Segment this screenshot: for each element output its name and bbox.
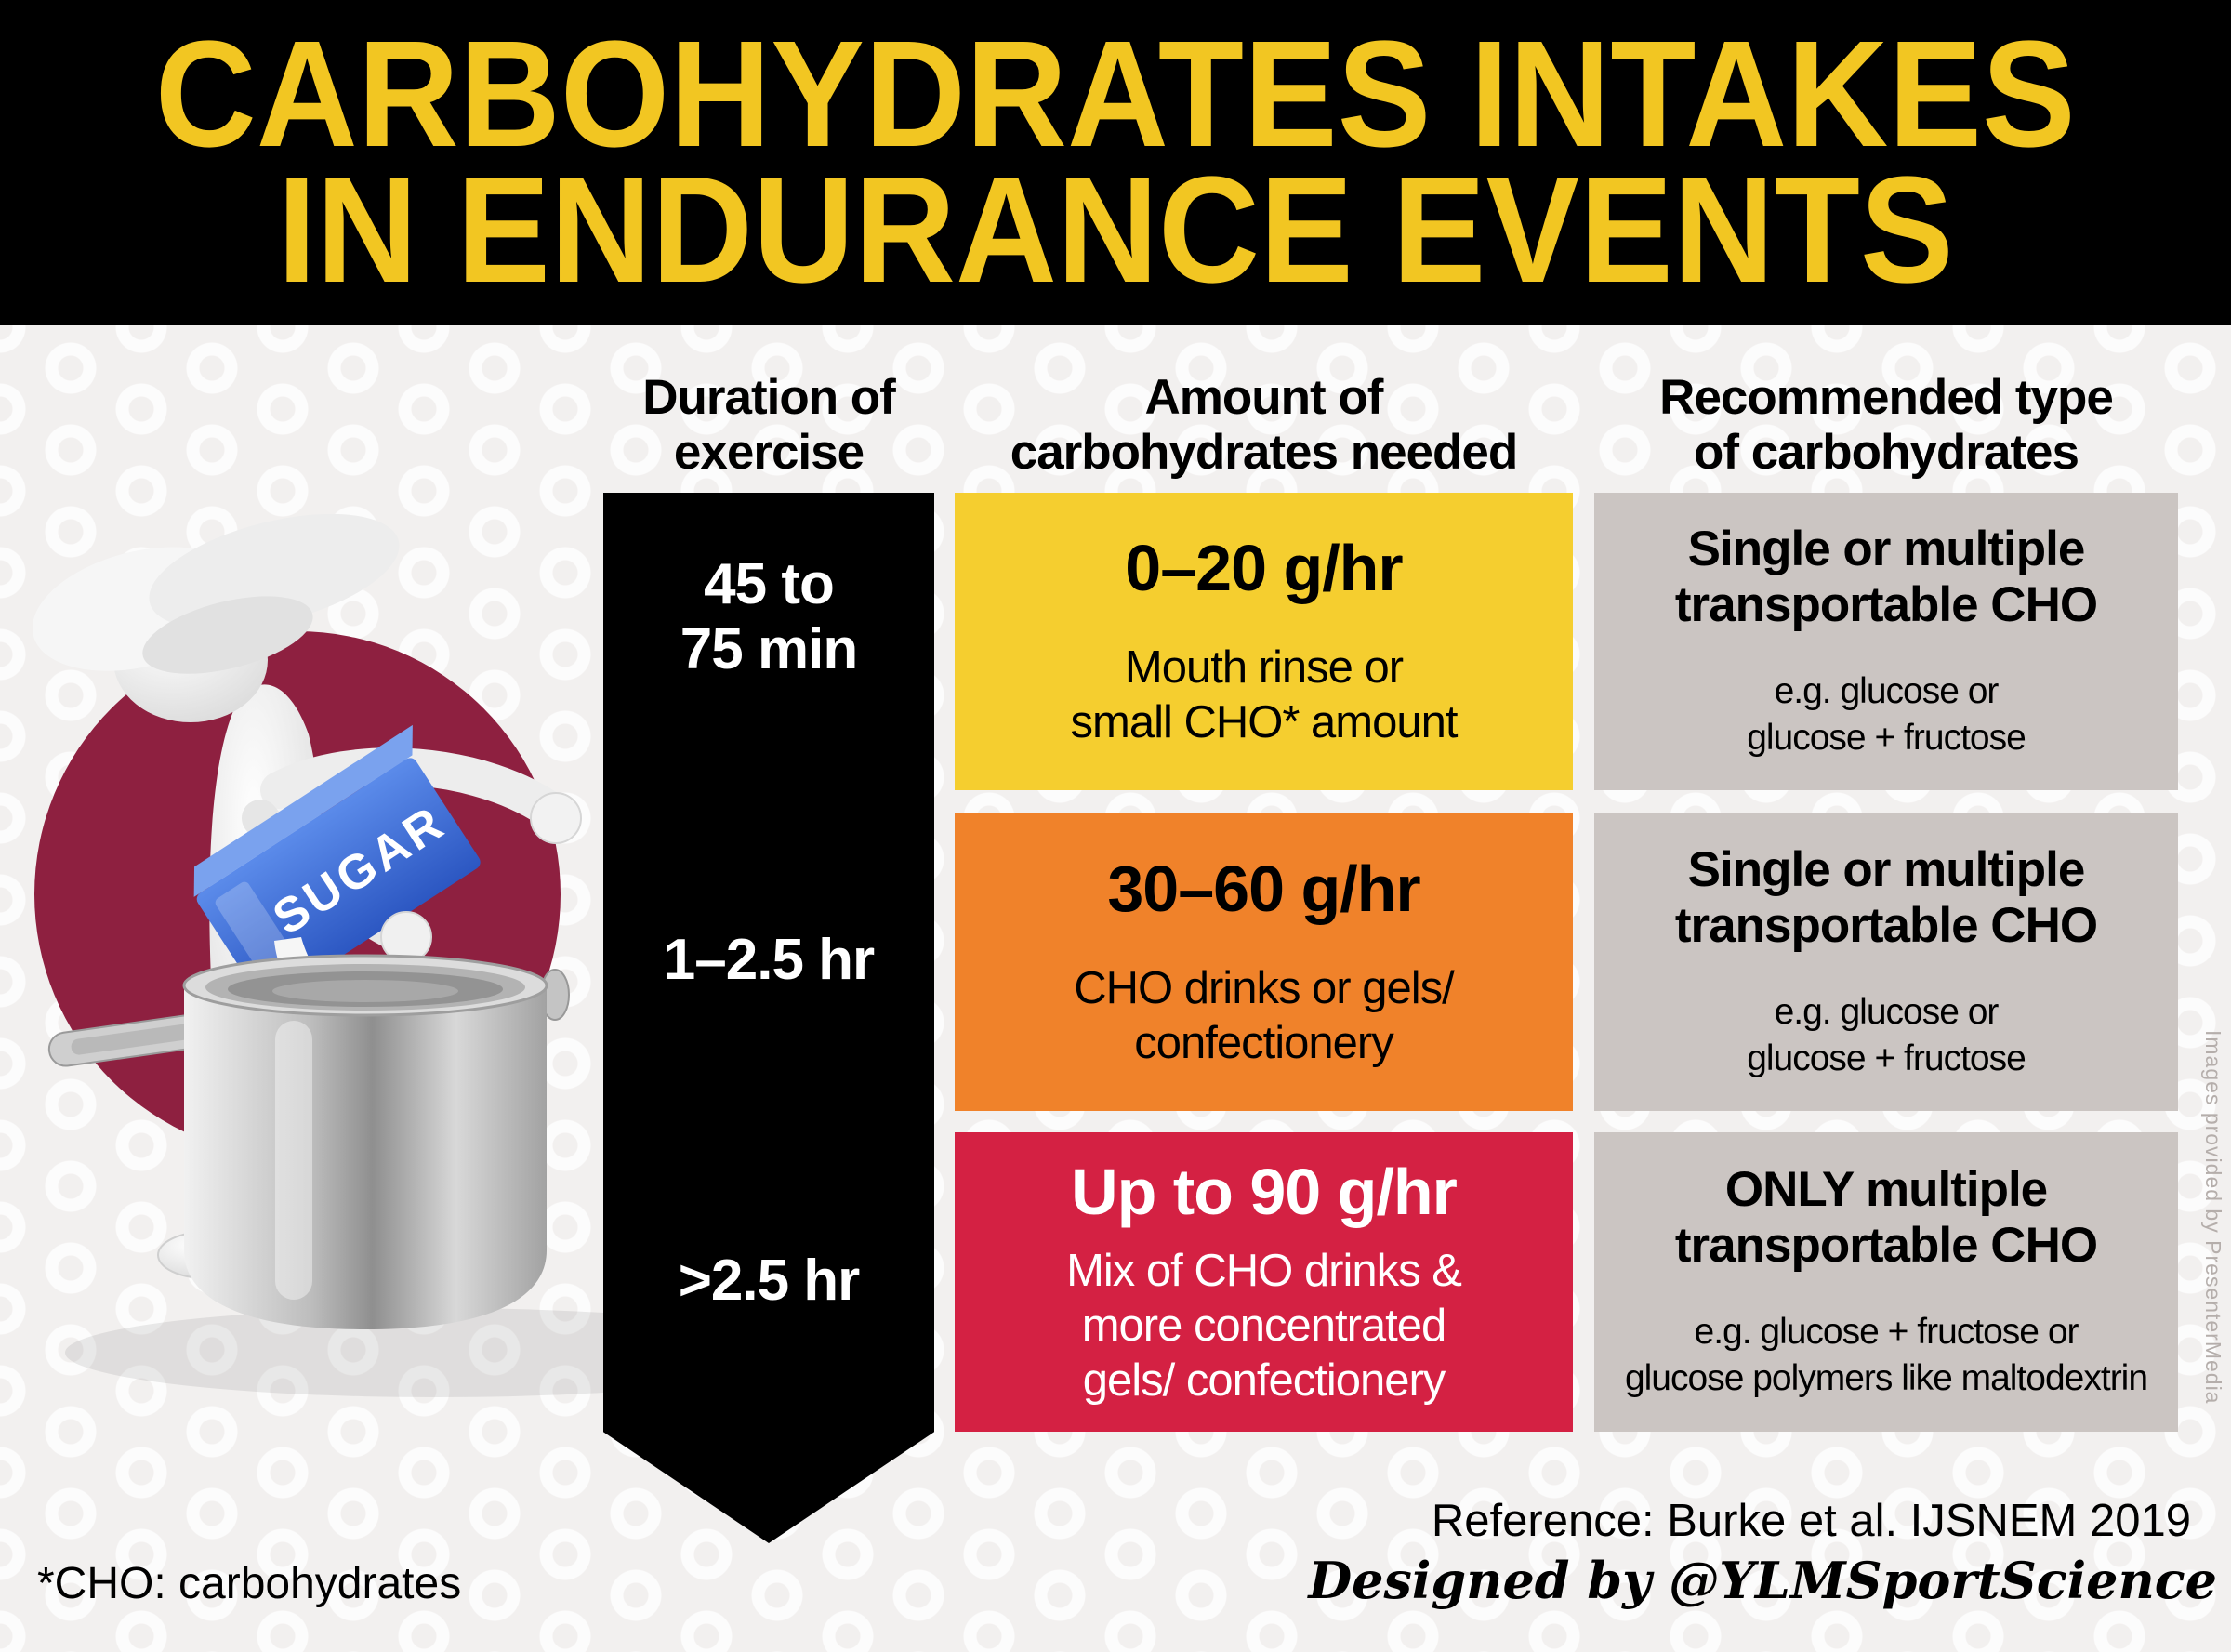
- sugar-box: SUGAR: [193, 724, 481, 1024]
- duration-row2: 1–2.5 hr: [663, 928, 875, 992]
- type-headline: ONLY multiple transportable CHO: [1674, 1162, 2098, 1273]
- page-title-line1: CARBOHYDRATES INTAKES: [155, 9, 2076, 179]
- designer-credit: Designed by @YLMSportScience: [1308, 1551, 2217, 1610]
- chef-hat: [32, 513, 400, 674]
- amount-headline: Up to 90 g/hr: [1071, 1155, 1458, 1228]
- type-detail: e.g. glucose or glucose + fructose: [1747, 992, 2026, 1078]
- amount-cell-row2: 30–60 g/hr CHO drinks or gels/ confectio…: [955, 813, 1573, 1111]
- column-header-type: Recommended type of carbohydrates: [1659, 370, 2114, 480]
- title-bar: CARBOHYDRATES INTAKES IN ENDURANCE EVENT…: [0, 0, 2231, 325]
- duration-row1: 45 to 75 min: [680, 552, 858, 681]
- type-cell-row1: Single or multiple transportable CHO e.g…: [1594, 493, 2178, 790]
- amount-cell-row3: Up to 90 g/hr Mix of CHO drinks & more c…: [955, 1132, 1573, 1432]
- type-detail: e.g. glucose + fructose or glucose polym…: [1624, 1312, 2148, 1398]
- right-hand: [530, 792, 582, 844]
- chef-illustration: SUGAR: [32, 513, 651, 1397]
- type-headline: Single or multiple transportable CHO: [1674, 842, 2098, 953]
- duration-row3: >2.5 hr: [678, 1249, 861, 1313]
- reference-text: Reference: Burke et al. IJSNEM 2019: [1431, 1496, 2191, 1546]
- type-headline: Single or multiple transportable CHO: [1674, 522, 2098, 632]
- cho-footnote: *CHO: carbohydrates: [37, 1559, 462, 1608]
- page-title-line2: IN ENDURANCE EVENTS: [277, 145, 1954, 315]
- cooking-pot: [47, 954, 570, 1329]
- type-cell-row2: Single or multiple transportable CHO e.g…: [1594, 813, 2178, 1111]
- amount-headline: 0–20 g/hr: [1125, 532, 1403, 604]
- amount-detail: Mouth rinse or small CHO* amount: [1070, 642, 1459, 747]
- duration-arrow-column: 45 to 75 min 1–2.5 hr >2.5 hr: [603, 493, 934, 1543]
- column-header-amount: Amount of carbohydrates needed: [1010, 370, 1519, 480]
- amount-cell-row1: 0–20 g/hr Mouth rinse or small CHO* amou…: [955, 493, 1573, 790]
- column-header-duration: Duration of exercise: [642, 370, 896, 480]
- type-cell-row3: ONLY multiple transportable CHO e.g. glu…: [1594, 1132, 2178, 1432]
- amount-detail: Mix of CHO drinks & more concentrated ge…: [1066, 1245, 1462, 1406]
- type-detail: e.g. glucose or glucose + fructose: [1747, 671, 2026, 758]
- floor-shadow: [65, 1308, 651, 1397]
- amount-detail: CHO drinks or gels/ confectionery: [1074, 963, 1455, 1068]
- watermark-credit: Images provided by PresenterMedia: [2201, 1030, 2225, 1405]
- amount-headline: 30–60 g/hr: [1107, 852, 1420, 925]
